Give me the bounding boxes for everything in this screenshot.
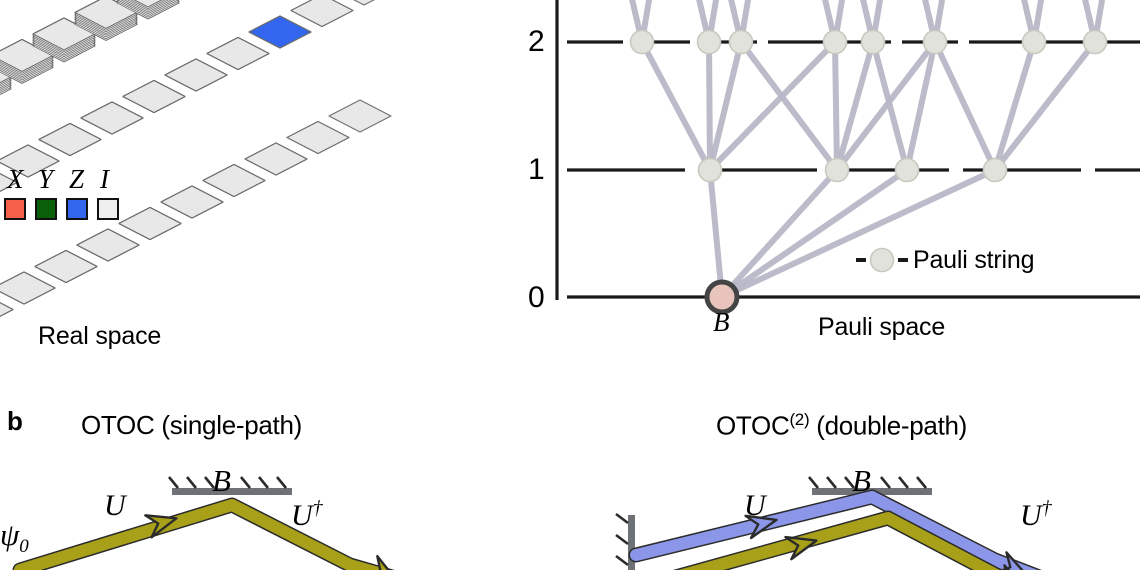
udag-dagger-left: †: [312, 497, 323, 519]
unitary-label-left: U: [104, 489, 126, 522]
unitary-label-right: U: [744, 489, 766, 522]
lattice-layer-middle: [0, 0, 375, 192]
legend-letter-y: Y: [38, 164, 54, 194]
axis-tick-2: 2: [528, 25, 545, 58]
otoc-double-title-main: OTOC: [716, 410, 790, 441]
otoc-single-path-title: OTOC (single-path): [81, 410, 302, 440]
operator-b-label-left: B: [212, 463, 231, 498]
udag-u-right: U: [1020, 499, 1042, 532]
legend-letter-z: Z: [69, 164, 85, 194]
unitary-dagger-label-left: U†: [291, 497, 323, 533]
legend-swatch-z: [66, 198, 88, 220]
psi-symbol: ψ: [0, 517, 20, 552]
pauli-graph-nodes: [629, 29, 1108, 315]
otoc-double-title-superscript: (2): [789, 410, 810, 429]
root-node-label-b: B: [713, 307, 730, 337]
legend-letter-x: X: [7, 164, 24, 194]
psi-subscript: 0: [19, 536, 29, 558]
pauli-string-legend-marker: [856, 247, 908, 273]
legend-swatch-i: [97, 198, 119, 220]
legend-swatch-row: [4, 198, 129, 220]
udag-dagger-right: †: [1041, 497, 1052, 519]
lattice-layer-top: [0, 0, 180, 96]
otoc-double-title-rest: (double-path): [809, 410, 968, 441]
axis-tick-0: 0: [528, 281, 545, 314]
unitary-dagger-label-right: U†: [1020, 497, 1052, 533]
otoc-double-path-title: OTOC(2) (double-path): [716, 410, 967, 442]
panel-b-letter: b: [7, 406, 23, 436]
pauli-space-label: Pauli space: [818, 313, 946, 341]
pauli-string-legend-label: Pauli string: [913, 246, 1035, 274]
udag-u-left: U: [291, 499, 313, 532]
pauli-operator-legend: X Y Z I: [4, 160, 129, 230]
legend-letter-row: X Y Z I: [4, 160, 129, 194]
initial-state-label: ψ0: [0, 517, 29, 558]
real-space-label: Real space: [38, 322, 162, 350]
legend-swatch-y: [35, 198, 57, 220]
axis-tick-1: 1: [528, 153, 545, 186]
operator-b-label-right: B: [852, 463, 871, 498]
lattice-layer-bottom: [0, 99, 392, 317]
legend-swatch-x: [4, 198, 26, 220]
otoc-single-path-diagram: [12, 476, 395, 570]
otoc-double-path-diagram: [615, 476, 1042, 570]
legend-letter-i: I: [100, 164, 109, 194]
